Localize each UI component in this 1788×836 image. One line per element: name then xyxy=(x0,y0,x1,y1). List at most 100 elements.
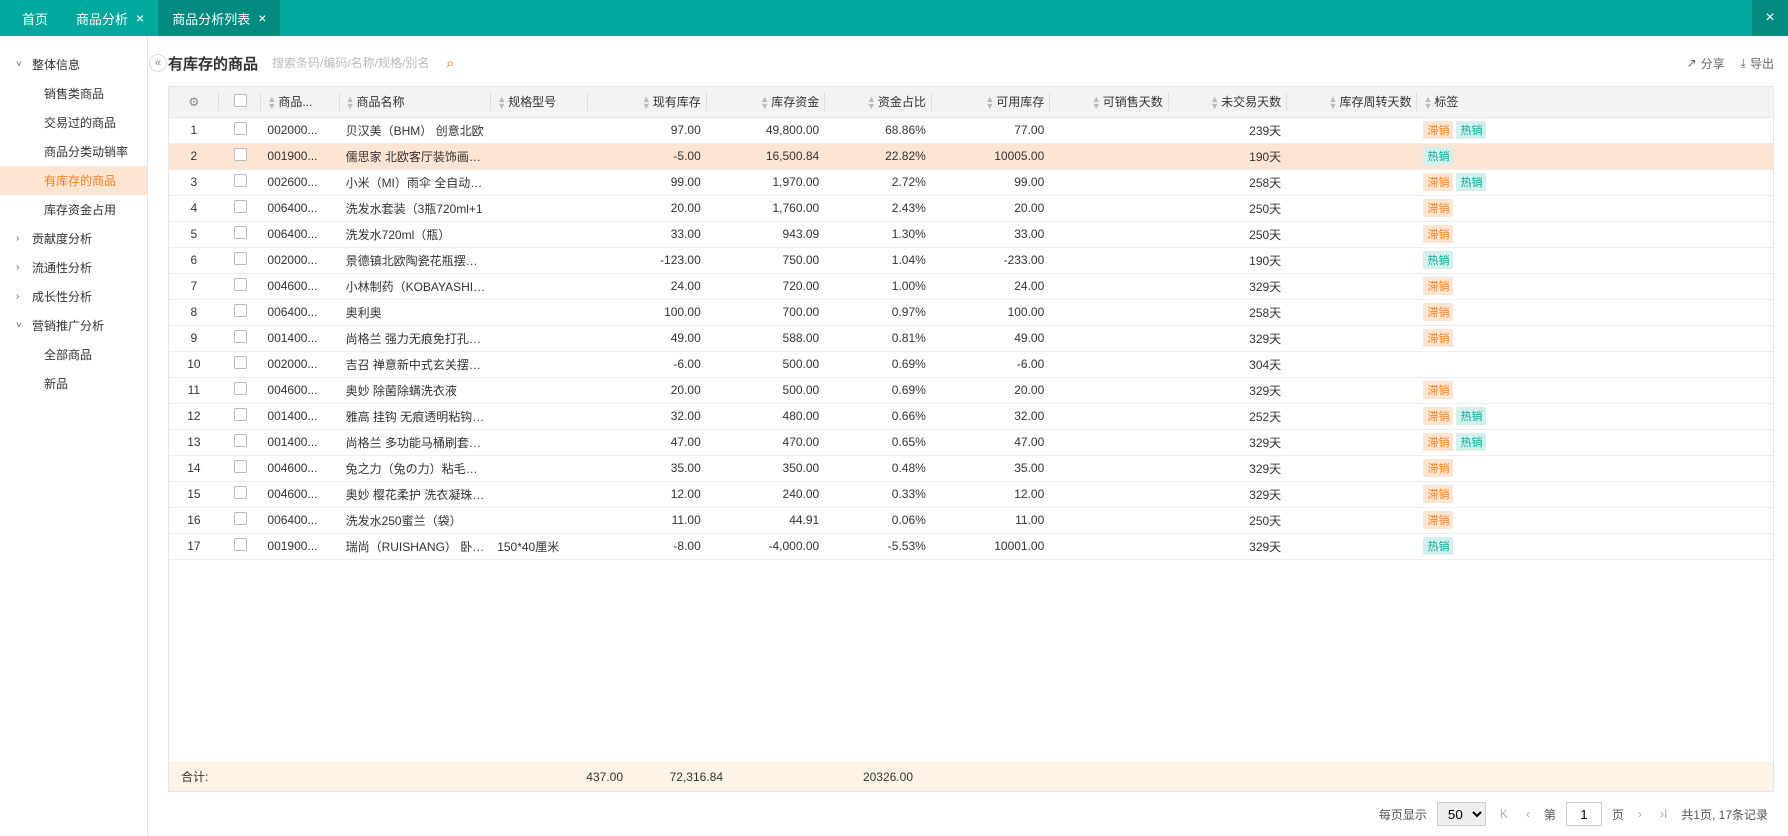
sidebar-group-title[interactable]: ›流通性分析 xyxy=(0,253,147,282)
table-row[interactable]: 9001400...尚格兰 强力无痕免打孔浴室49.00588.000.81%4… xyxy=(169,325,1773,351)
table-row[interactable]: 12001400...雅高 挂钩 无痕透明粘钩 强32.00480.000.66… xyxy=(169,403,1773,429)
column-header[interactable]: ▲▼资金占比 xyxy=(825,87,932,117)
cell-salable_days xyxy=(1050,273,1168,299)
row-checkbox[interactable] xyxy=(234,486,247,499)
column-header[interactable]: ▲▼标签 xyxy=(1417,87,1773,117)
column-header[interactable]: ▲▼可用库存 xyxy=(932,87,1050,117)
table-row[interactable]: 3002600...小米（MI）雨伞 全自动折叠99.001,970.002.7… xyxy=(169,169,1773,195)
row-checkbox[interactable] xyxy=(234,200,247,213)
column-header[interactable]: ▲▼商品... xyxy=(261,87,339,117)
close-icon[interactable]: × xyxy=(136,10,144,26)
row-checkbox[interactable] xyxy=(234,174,247,187)
tab[interactable]: 商品分析× xyxy=(62,0,158,36)
sidebar-group-title[interactable]: ›成长性分析 xyxy=(0,282,147,311)
sort-icon: ▲▼ xyxy=(346,96,355,110)
cell-idx: 11 xyxy=(169,377,219,403)
cell-code: 006400... xyxy=(261,507,339,533)
cell-tags: 滞销 xyxy=(1417,221,1773,247)
sidebar-group-title[interactable]: ˅营销推广分析 xyxy=(0,311,147,340)
row-checkbox[interactable] xyxy=(234,122,247,135)
sidebar-item[interactable]: 交易过的商品 xyxy=(0,108,147,137)
chevron-down-icon: ˅ xyxy=(16,59,26,70)
table-row[interactable]: 4006400...洗发水套装（3瓶720ml+120.001,760.002.… xyxy=(169,195,1773,221)
column-header[interactable]: ▲▼商品名称 xyxy=(340,87,492,117)
cell-chk xyxy=(219,117,262,143)
cell-turnover_days xyxy=(1287,169,1417,195)
tag: 滞销 xyxy=(1423,433,1453,451)
pager-page-input[interactable] xyxy=(1566,802,1602,826)
cell-code: 006400... xyxy=(261,299,339,325)
row-checkbox[interactable] xyxy=(234,538,247,551)
table-row[interactable]: 17001900...瑞尚（RUISHANG） 卧室装150*40厘米-8.00… xyxy=(169,533,1773,559)
table-row[interactable]: 14004600...兔之力（兔の力）粘毛器粘35.00350.000.48%3… xyxy=(169,455,1773,481)
pager-first-button[interactable]: K xyxy=(1496,807,1512,821)
sidebar-group-title[interactable]: ˅整体信息 xyxy=(0,50,147,79)
search-icon[interactable]: ⌕ xyxy=(446,55,454,72)
table-row[interactable]: 16006400...洗发水250蜜兰（袋）11.0044.910.06%11.… xyxy=(169,507,1773,533)
row-checkbox[interactable] xyxy=(234,356,247,369)
column-header[interactable]: ▲▼未交易天数 xyxy=(1169,87,1287,117)
row-checkbox[interactable] xyxy=(234,512,247,525)
row-checkbox[interactable] xyxy=(234,434,247,447)
table-row[interactable]: 13001400...尚格兰 多功能马桶刷套装 马47.00470.000.65… xyxy=(169,429,1773,455)
row-checkbox[interactable] xyxy=(234,226,247,239)
cell-avail: 12.00 xyxy=(932,481,1050,507)
sidebar-item[interactable]: 商品分类动销率 xyxy=(0,137,147,166)
sidebar-item[interactable]: 新品 xyxy=(0,369,147,398)
cell-salable_days xyxy=(1050,325,1168,351)
table-row[interactable]: 7004600...小林制药（KOBAYASHI）E24.00720.001.0… xyxy=(169,273,1773,299)
tab[interactable]: 商品分析列表× xyxy=(158,0,280,36)
table-row[interactable]: 11004600...奥妙 除菌除螨洗衣液20.00500.000.69%20.… xyxy=(169,377,1773,403)
gear-icon[interactable]: ⚙ xyxy=(188,95,199,109)
row-checkbox[interactable] xyxy=(234,460,247,473)
row-checkbox[interactable] xyxy=(234,382,247,395)
column-header[interactable]: ▲▼现有库存 xyxy=(588,87,706,117)
sidebar-group-title[interactable]: ›贡献度分析 xyxy=(0,224,147,253)
row-checkbox[interactable] xyxy=(234,278,247,291)
cell-chk xyxy=(219,481,262,507)
column-header[interactable]: ▲▼可销售天数 xyxy=(1050,87,1168,117)
cell-no_trade_days: 304天 xyxy=(1169,351,1287,377)
tag: 热销 xyxy=(1423,537,1453,555)
cell-stock: 12.00 xyxy=(588,481,706,507)
table-row[interactable]: 1002000...贝汉美（BHM） 创意北欧97.0049,800.0068.… xyxy=(169,117,1773,143)
pager-next-button[interactable]: › xyxy=(1634,807,1646,821)
pager-last-button[interactable]: ›I xyxy=(1656,807,1671,821)
pager: 每页显示 50 K ‹ 第 页 › ›I 共1页, 17条记录 xyxy=(168,792,1774,836)
tag: 滞销 xyxy=(1423,329,1453,347)
cell-name: 尚格兰 多功能马桶刷套装 马 xyxy=(340,429,492,455)
row-checkbox[interactable] xyxy=(234,408,247,421)
column-header[interactable]: ▲▼库存周转天数 xyxy=(1287,87,1417,117)
table-row[interactable]: 2001900...儒思家 北欧客厅装饰画卧室-5.0016,500.8422.… xyxy=(169,143,1773,169)
table-row[interactable]: 5006400...洗发水720ml（瓶）33.00943.091.30%33.… xyxy=(169,221,1773,247)
table-row[interactable]: 15004600...奥妙 樱花柔护 洗衣凝珠 1012.00240.000.3… xyxy=(169,481,1773,507)
sidebar-collapse-handle[interactable]: « xyxy=(148,36,168,836)
tabs-close-all-button[interactable]: × xyxy=(1752,0,1788,36)
cell-avail: 99.00 xyxy=(932,169,1050,195)
table-row[interactable]: 6002000...景德镇北欧陶瓷花瓶摆件 优-123.00750.001.04… xyxy=(169,247,1773,273)
close-icon[interactable]: × xyxy=(258,10,266,26)
table-row[interactable]: 10002000...吉召 禅意新中式玄关摆件套-6.00500.000.69%… xyxy=(169,351,1773,377)
column-label: 商品名称 xyxy=(356,95,404,109)
row-checkbox[interactable] xyxy=(234,148,247,161)
sidebar-item[interactable]: 库存资金占用 xyxy=(0,195,147,224)
export-button[interactable]: ⤓ 导出 xyxy=(1741,55,1774,72)
cell-code: 001900... xyxy=(261,533,339,559)
row-checkbox[interactable] xyxy=(234,304,247,317)
column-header[interactable]: ▲▼规格型号 xyxy=(491,87,588,117)
cell-name: 洗发水套装（3瓶720ml+1 xyxy=(340,195,492,221)
row-checkbox[interactable] xyxy=(234,252,247,265)
per-page-select[interactable]: 50 xyxy=(1437,802,1486,826)
tab[interactable]: 首页 xyxy=(8,0,62,36)
share-button[interactable]: ↗ 分享 xyxy=(1687,55,1725,72)
cell-salable_days xyxy=(1050,299,1168,325)
column-header[interactable]: ▲▼库存资金 xyxy=(707,87,825,117)
sidebar-item[interactable]: 有库存的商品 xyxy=(0,166,147,195)
search-input[interactable] xyxy=(272,50,442,76)
row-checkbox[interactable] xyxy=(234,330,247,343)
table-row[interactable]: 8006400...奥利奥100.00700.000.97%100.00258天… xyxy=(169,299,1773,325)
pager-prev-button[interactable]: ‹ xyxy=(1522,807,1534,821)
sidebar-item[interactable]: 全部商品 xyxy=(0,340,147,369)
select-all-checkbox[interactable] xyxy=(234,94,247,107)
sidebar-item[interactable]: 销售类商品 xyxy=(0,79,147,108)
